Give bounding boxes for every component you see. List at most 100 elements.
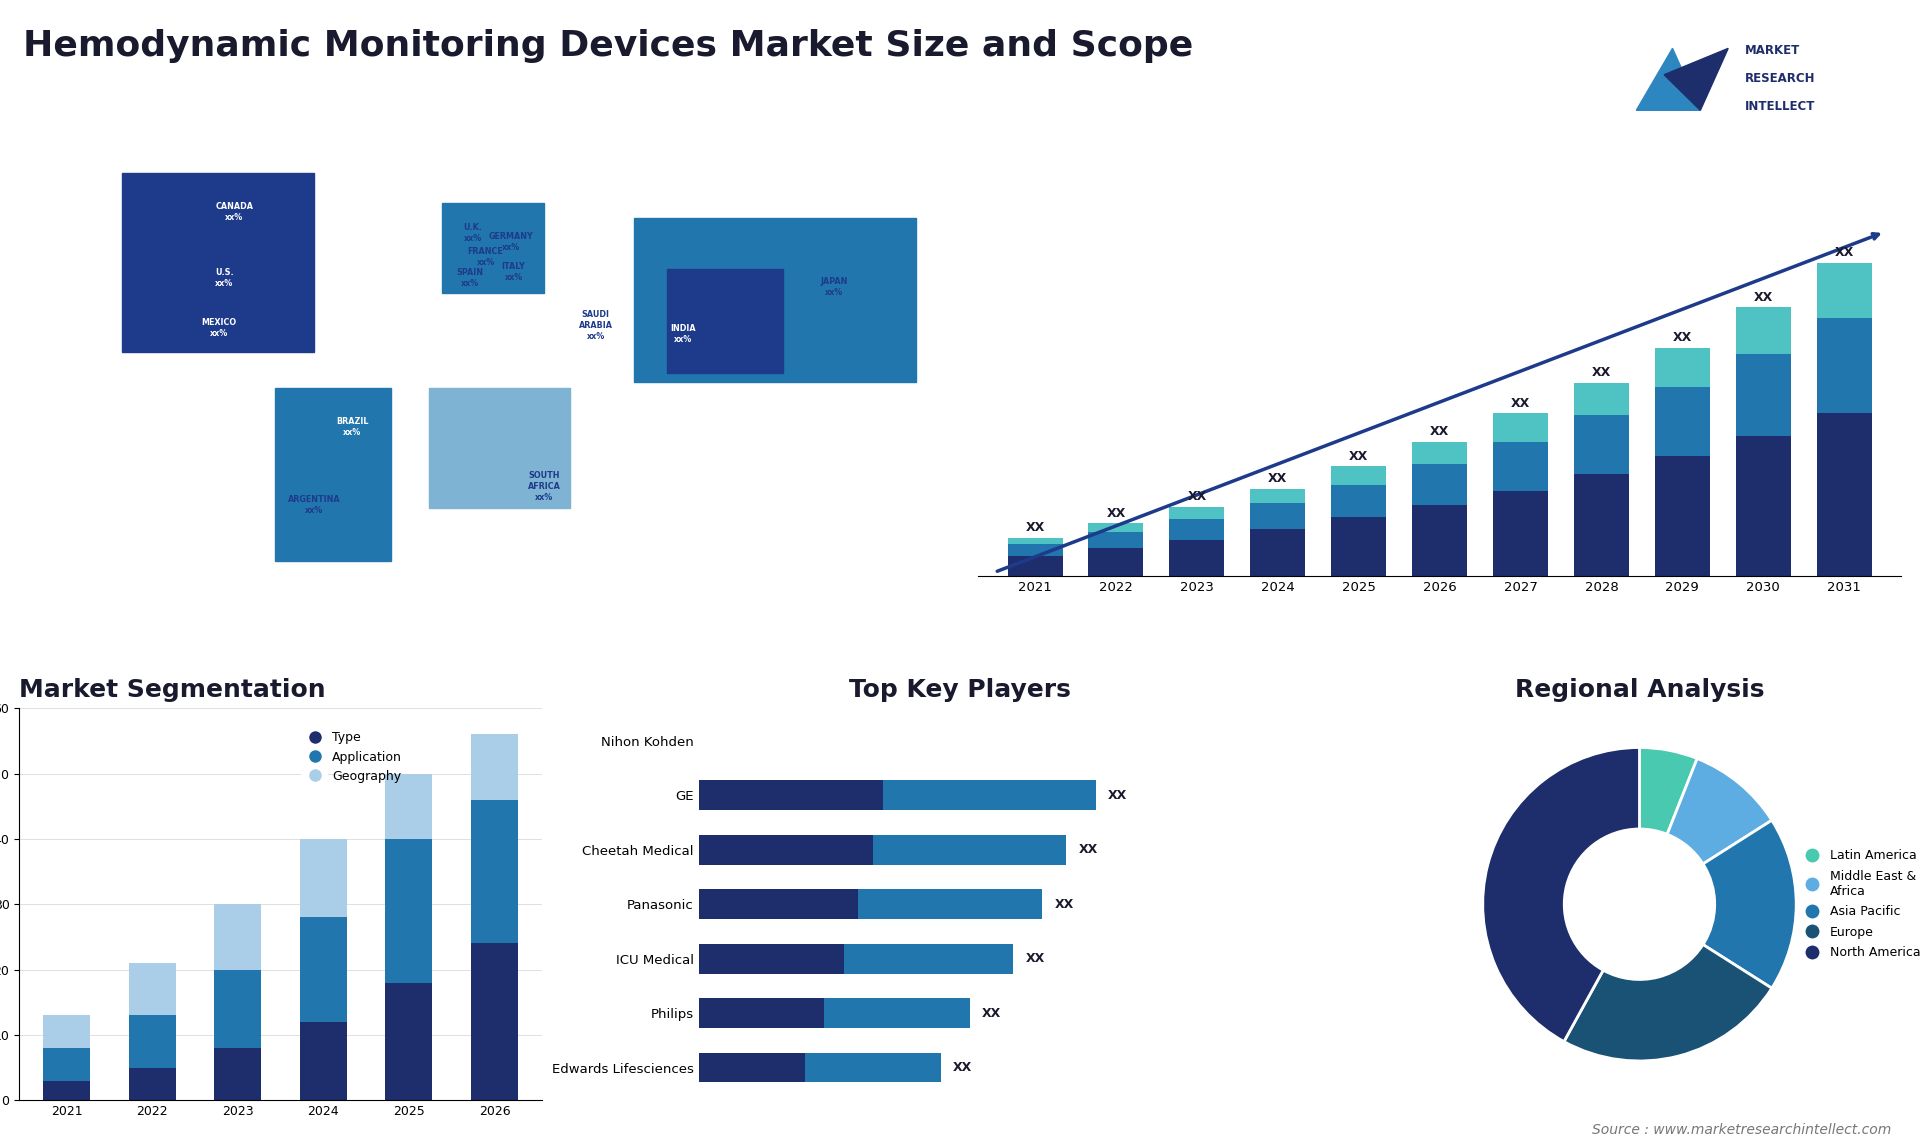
Bar	[874, 834, 1066, 865]
Text: GERMANY
xx%: GERMANY xx%	[490, 231, 534, 252]
Bar	[1736, 307, 1791, 354]
Bar	[824, 998, 970, 1028]
Text: XX: XX	[1269, 472, 1288, 485]
Bar	[883, 780, 1096, 810]
Text: XX: XX	[1672, 331, 1692, 345]
Bar	[386, 774, 432, 839]
Bar	[1411, 505, 1467, 576]
Bar	[1331, 517, 1386, 576]
Text: Market Segmentation: Market Segmentation	[19, 678, 326, 702]
Bar	[1008, 556, 1062, 576]
Text: SOUTH
AFRICA
xx%: SOUTH AFRICA xx%	[528, 471, 561, 502]
Bar	[1655, 387, 1711, 456]
Wedge shape	[1640, 747, 1697, 834]
Text: XX: XX	[1025, 521, 1044, 534]
Text: RESEARCH: RESEARCH	[1745, 72, 1816, 85]
Text: Hemodynamic Monitoring Devices Market Size and Scope: Hemodynamic Monitoring Devices Market Si…	[23, 29, 1194, 63]
Bar	[300, 839, 348, 917]
Bar	[1816, 414, 1872, 576]
Bar	[1089, 532, 1144, 548]
Bar	[470, 800, 518, 943]
Bar	[699, 780, 883, 810]
Bar	[668, 268, 783, 374]
Bar	[1494, 414, 1548, 442]
Bar	[1250, 488, 1306, 503]
Text: XX: XX	[981, 1006, 1000, 1020]
Bar	[858, 889, 1043, 919]
Bar	[1574, 383, 1628, 415]
Bar	[300, 917, 348, 1022]
Legend: Latin America, Middle East &
Africa, Asia Pacific, Europe, North America: Latin America, Middle East & Africa, Asi…	[1795, 845, 1920, 964]
Text: JAPAN
xx%: JAPAN xx%	[820, 276, 847, 297]
Text: INTELLECT: INTELLECT	[1745, 100, 1814, 112]
Bar	[1816, 317, 1872, 414]
Wedge shape	[1565, 944, 1772, 1061]
Bar	[42, 1081, 90, 1100]
Bar	[470, 943, 518, 1100]
Text: XX: XX	[1511, 397, 1530, 409]
Text: CANADA
xx%: CANADA xx%	[215, 202, 253, 222]
Text: XX: XX	[952, 1061, 972, 1074]
Bar	[386, 982, 432, 1100]
Wedge shape	[1667, 759, 1772, 864]
Bar	[1169, 519, 1225, 540]
Text: Source : www.marketresearchintellect.com: Source : www.marketresearchintellect.com	[1592, 1123, 1891, 1137]
Text: XX: XX	[1430, 425, 1450, 438]
Text: XX: XX	[1592, 366, 1611, 379]
Bar	[42, 1047, 90, 1081]
Text: FRANCE
xx%: FRANCE xx%	[468, 246, 503, 267]
Text: XX: XX	[1108, 788, 1127, 802]
Title: Regional Analysis: Regional Analysis	[1515, 678, 1764, 702]
Bar	[634, 218, 916, 383]
Text: XX: XX	[1106, 507, 1125, 519]
Bar	[215, 1047, 261, 1100]
Bar	[1250, 503, 1306, 529]
Bar	[845, 943, 1014, 974]
Bar	[1089, 524, 1144, 532]
Bar	[1331, 485, 1386, 517]
Bar	[699, 943, 845, 974]
Text: XX: XX	[1079, 843, 1098, 856]
Text: MEXICO
xx%: MEXICO xx%	[202, 319, 236, 338]
Bar	[470, 735, 518, 800]
Bar	[1736, 354, 1791, 435]
Bar	[1816, 262, 1872, 317]
Text: SAUDI
ARABIA
xx%: SAUDI ARABIA xx%	[578, 309, 612, 342]
Bar	[1736, 435, 1791, 576]
Bar	[1574, 415, 1628, 474]
Bar	[129, 963, 175, 1015]
Bar	[699, 998, 824, 1028]
Bar	[1008, 537, 1062, 543]
Bar	[1331, 466, 1386, 485]
Bar	[699, 834, 874, 865]
Bar	[810, 260, 837, 305]
Text: U.S.
xx%: U.S. xx%	[215, 268, 234, 288]
Bar	[129, 1015, 175, 1068]
Text: INDIA
xx%: INDIA xx%	[670, 324, 695, 345]
Bar	[1169, 507, 1225, 519]
Bar	[1008, 543, 1062, 556]
Text: BRAZIL
xx%: BRAZIL xx%	[336, 417, 369, 437]
Bar	[1494, 442, 1548, 490]
Bar	[1411, 442, 1467, 464]
Bar	[430, 388, 570, 508]
Polygon shape	[1636, 48, 1701, 110]
Bar	[386, 839, 432, 982]
Bar	[1411, 464, 1467, 505]
Text: SPAIN
xx%: SPAIN xx%	[457, 268, 484, 288]
Bar	[215, 970, 261, 1047]
Text: XX: XX	[1025, 952, 1044, 965]
Bar	[1169, 540, 1225, 576]
Title: Top Key Players: Top Key Players	[849, 678, 1071, 702]
Wedge shape	[1482, 747, 1640, 1042]
Text: XX: XX	[1187, 490, 1206, 503]
Bar	[129, 1068, 175, 1100]
Bar	[1574, 474, 1628, 576]
Bar	[699, 889, 858, 919]
Bar	[300, 1022, 348, 1100]
Bar	[1655, 456, 1711, 576]
Text: XX: XX	[1054, 897, 1073, 911]
Bar	[1655, 348, 1711, 387]
Text: U.K.
xx%: U.K. xx%	[463, 222, 482, 243]
Bar	[275, 388, 390, 562]
